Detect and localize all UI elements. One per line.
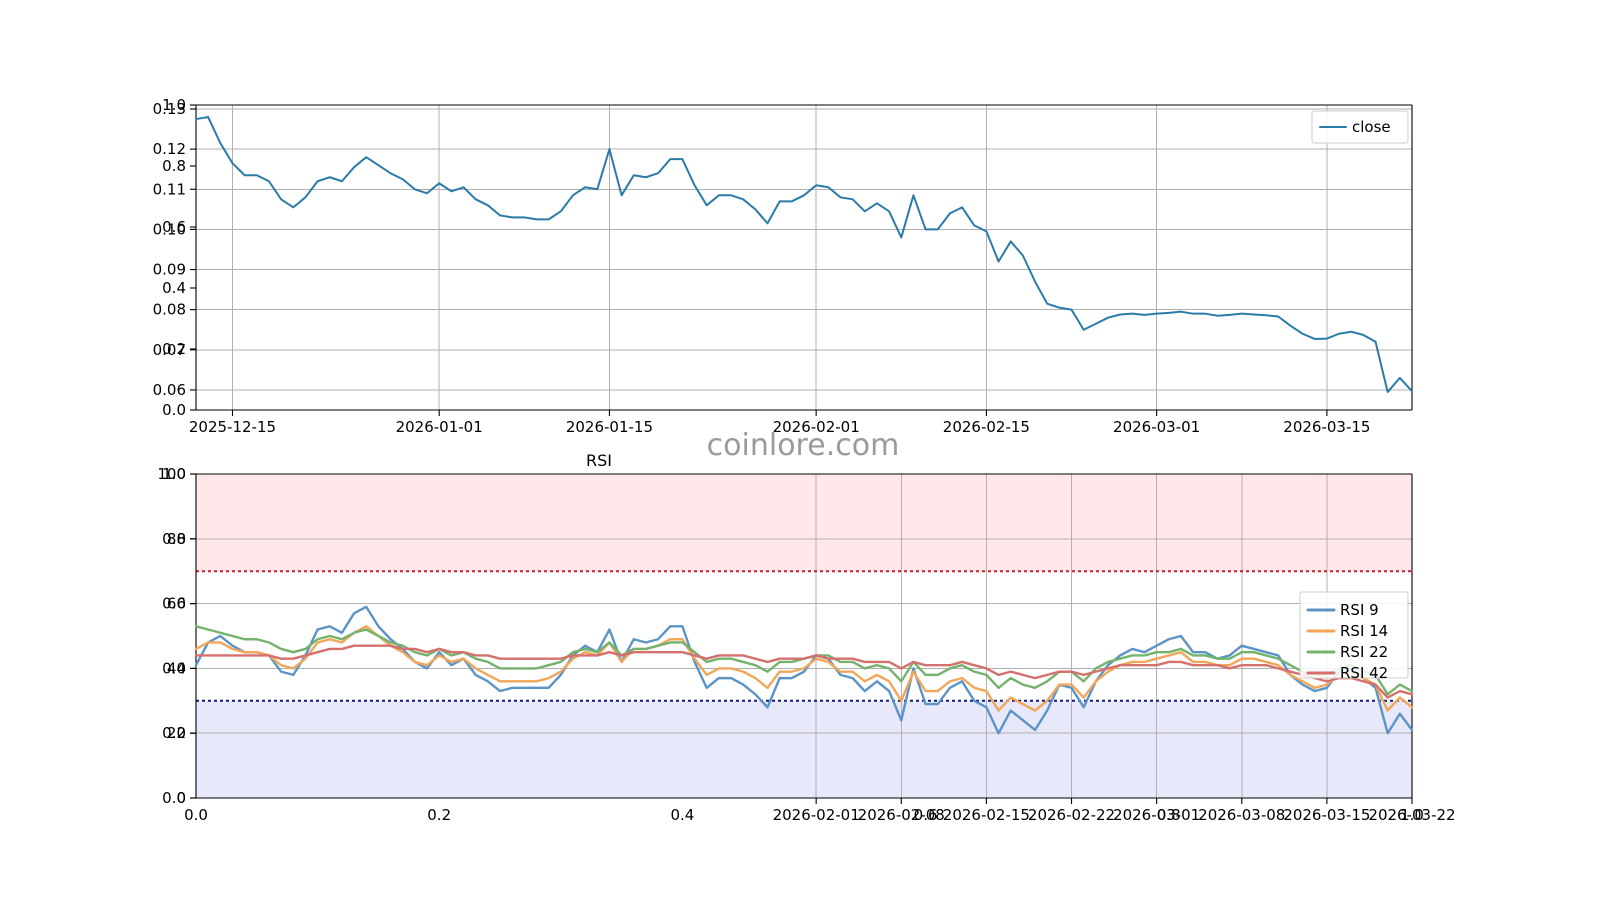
rsi-legend-box	[1299, 591, 1409, 679]
price-ytick-secondary-label: 1.0	[162, 96, 186, 114]
rsi-legend-label-1: RSI 14	[1340, 622, 1388, 640]
rsi-ytick-label: 100	[157, 465, 186, 483]
rsi-ytick-secondary-label: 0.4	[162, 659, 186, 677]
rsi-oversold-band	[196, 700, 1412, 798]
rsi-xtick-label: 2026-02-01	[773, 806, 860, 824]
price-xtick-label: 2026-01-01	[396, 418, 483, 436]
rsi-ytick-secondary-label: 0.6	[162, 595, 186, 613]
rsi-xtick-label: 2026-02-08	[858, 806, 945, 824]
rsi-xtick-label: 2026-03-08	[1198, 806, 1285, 824]
price-ytick-label: 0.09	[153, 261, 186, 279]
price-ytick-secondary-label: 0.6	[162, 218, 186, 236]
rsi-legend-label-0: RSI 9	[1340, 601, 1379, 619]
price-ytick-label: 0.06	[153, 381, 186, 399]
price-xtick-label: 2026-01-15	[566, 418, 653, 436]
rsi-chart-panel: 100 80 60 40 20 0 1.0 0.8 0.6 0.4 0.2 0.0 2026-02-01…	[157, 451, 1455, 824]
rsi-ytick-label: 60	[167, 595, 186, 613]
rsi-series-RSI-14	[194, 625, 1414, 712]
price-xtick-label: 2026-03-15	[1283, 418, 1370, 436]
rsi-xtick-secondary-label: 0.2	[427, 806, 451, 824]
price-ytick-secondary-label: 0.2	[162, 340, 186, 358]
price-ytick-label: 0.10	[153, 220, 186, 238]
rsi-legend-label-3: RSI 42	[1340, 664, 1388, 682]
price-legend-box	[1311, 110, 1409, 144]
rsi-ytick-label: 0	[176, 789, 186, 807]
rsi-xtick-secondary-label: 0.4	[670, 806, 694, 824]
rsi-ytick-label: 40	[167, 659, 186, 677]
rsi-ytick-secondary-label: 0.2	[162, 724, 186, 742]
rsi-xtick-label: 2026-02-22	[1028, 806, 1115, 824]
price-xtick-label: 2025-12-15	[189, 418, 276, 436]
price-chart-panel: 0.13 0.12 0.11 0.10 0.09 0.08 0.07 0.06 1.0 0.8 0.…	[153, 96, 1413, 436]
rsi-ytick-label: 80	[167, 530, 186, 548]
price-ytick-secondary-label: 0.4	[162, 279, 186, 297]
price-xtick-label: 2026-02-01	[773, 418, 860, 436]
rsi-xtick-label: 2026-03-22	[1368, 806, 1455, 824]
price-ytick-label: 0.07	[153, 341, 186, 359]
rsi-xtick-label: 2026-03-15	[1283, 806, 1370, 824]
price-xtick-label: 2026-02-15	[943, 418, 1030, 436]
rsi-legend-label-2: RSI 22	[1340, 643, 1388, 661]
price-ytick-label: 0.13	[153, 100, 186, 118]
rsi-ytick-secondary-label: 0.8	[162, 530, 186, 548]
price-ytick-secondary-label: 0.8	[162, 157, 186, 175]
price-ytick-label: 0.11	[153, 180, 186, 198]
price-series-close	[195, 116, 1413, 393]
rsi-ytick-secondary-label: 0.0	[162, 789, 186, 807]
rsi-overbought-band	[196, 474, 1412, 572]
rsi-xtick-secondary-label: 0.6	[914, 806, 938, 824]
price-ytick-label: 0.08	[153, 301, 186, 319]
rsi-xtick-label: 2026-03-01	[1113, 806, 1200, 824]
price-ytick-secondary-label: 0.0	[162, 401, 186, 419]
price-xtick-label: 2026-03-01	[1113, 418, 1200, 436]
rsi-ytick-label: 20	[167, 724, 186, 742]
rsi-xtick-label: 2026-02-15	[943, 806, 1030, 824]
rsi-panel-title: RSI	[586, 451, 612, 470]
rsi-xtick-secondary-label: 0.8	[1157, 806, 1181, 824]
price-legend-label: close	[1352, 118, 1391, 136]
watermark-text: coinlore.com	[707, 428, 900, 463]
rsi-ytick-secondary-label: 1.0	[162, 465, 186, 483]
rsi-xtick-secondary-label: 1.0	[1400, 806, 1424, 824]
rsi-series-RSI-42	[194, 644, 1414, 699]
price-ytick-label: 0.12	[153, 140, 186, 158]
rsi-xtick-secondary-label: 0.0	[184, 806, 208, 824]
